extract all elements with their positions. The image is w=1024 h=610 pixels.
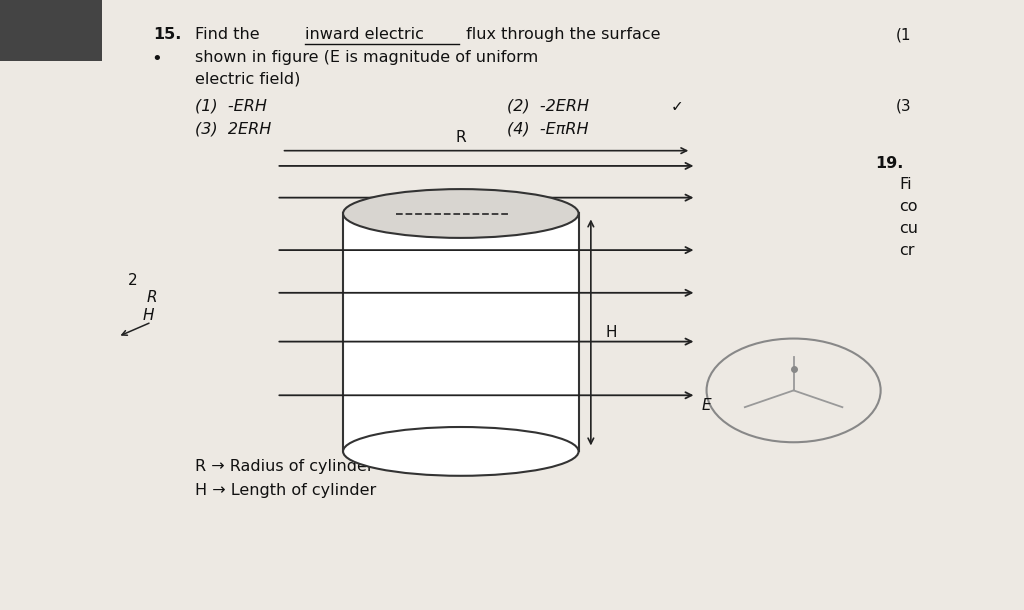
- Text: shown in figure (E is magnitude of uniform: shown in figure (E is magnitude of unifo…: [195, 50, 538, 65]
- Text: H: H: [605, 325, 616, 340]
- Text: (3)  2ERH: (3) 2ERH: [195, 122, 270, 137]
- Text: electric field): electric field): [195, 72, 300, 87]
- Text: cu: cu: [899, 221, 919, 236]
- Text: H: H: [142, 309, 155, 323]
- Text: ✓: ✓: [671, 99, 683, 114]
- Bar: [343, 214, 579, 451]
- Text: H → Length of cylinder: H → Length of cylinder: [195, 483, 376, 498]
- Text: flux through the surface: flux through the surface: [461, 27, 660, 43]
- Text: E: E: [701, 398, 711, 413]
- Text: co: co: [899, 199, 918, 214]
- Text: 19.: 19.: [876, 156, 904, 171]
- Text: (1: (1: [896, 27, 911, 43]
- Text: (3: (3: [896, 99, 911, 114]
- Text: R: R: [456, 129, 466, 145]
- Text: •: •: [152, 50, 162, 68]
- FancyBboxPatch shape: [0, 0, 102, 61]
- Text: cr: cr: [899, 243, 914, 258]
- Text: R → Radius of cylinder: R → Radius of cylinder: [195, 459, 373, 474]
- Text: (2)  -2ERH: (2) -2ERH: [507, 99, 589, 114]
- Ellipse shape: [343, 427, 579, 476]
- Ellipse shape: [343, 189, 579, 238]
- Text: inward electric: inward electric: [305, 27, 424, 43]
- Text: Fi: Fi: [899, 177, 911, 192]
- Text: Find the: Find the: [195, 27, 264, 43]
- Text: R: R: [146, 290, 157, 305]
- Text: 2: 2: [128, 273, 138, 288]
- Text: (4)  -EπRH: (4) -EπRH: [507, 122, 589, 137]
- Text: (1)  -ERH: (1) -ERH: [195, 99, 266, 114]
- Text: 15.: 15.: [154, 27, 182, 43]
